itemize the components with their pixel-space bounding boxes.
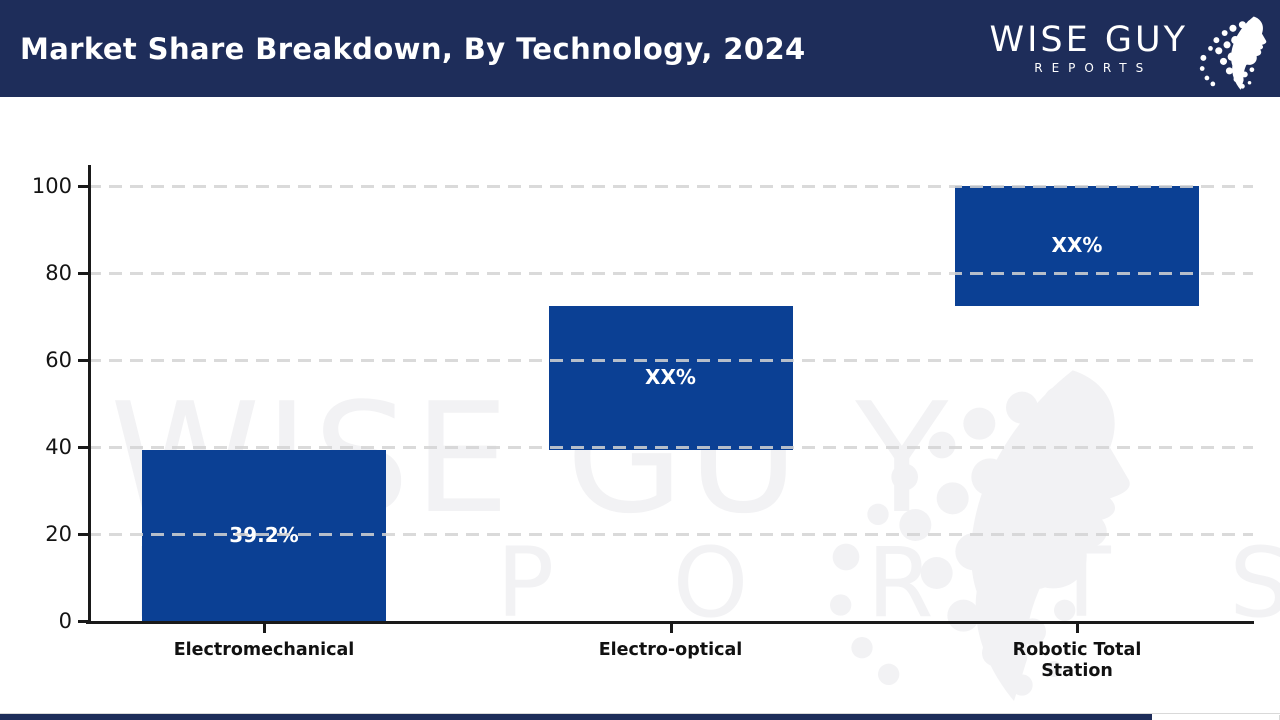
y-axis-line [88, 165, 91, 623]
bar-value-label: XX% [1051, 233, 1103, 258]
wiseguy-face-icon [1199, 15, 1267, 90]
y-tick-label: 0 [58, 609, 72, 633]
x-tick-label: Electromechanical [173, 640, 355, 660]
x-axis-line [86, 621, 1254, 624]
y-gridline [88, 446, 1253, 449]
logo-text: WISE GUY REPORTS [989, 22, 1188, 75]
x-tick-label: Robotic Total Station [1012, 640, 1142, 681]
bar-segment: XX% [955, 186, 1199, 307]
logo-wiseguy-label: WISE GUY [989, 20, 1188, 61]
y-tick-mark [78, 359, 88, 362]
y-tick-label: 40 [45, 435, 72, 459]
chart-title: Market Share Breakdown, By Technology, 2… [20, 31, 806, 66]
y-gridline [88, 533, 1253, 536]
header-banner: Market Share Breakdown, By Technology, 2… [0, 0, 1280, 97]
logo-reports-label: REPORTS [1034, 60, 1153, 75]
wiseguy-logo: WISE GUY REPORTS [989, 7, 1280, 91]
x-tick-label: Electro-optical [598, 640, 743, 660]
y-gridline [88, 185, 1253, 188]
bar-value-label: XX% [645, 365, 696, 390]
chart-plot-area: WISE GU Y R E P O R T S 0 20 40 60 80 100 Elec… [0, 97, 1280, 715]
bar-segment: XX% [548, 306, 793, 451]
y-tick-label: 100 [31, 174, 72, 198]
y-tick-label: 60 [45, 348, 72, 372]
footer-accent-bar [0, 714, 1152, 720]
y-tick-mark [78, 533, 88, 536]
y-tick-mark [78, 446, 88, 449]
x-tick-mark [263, 624, 266, 633]
y-tick-mark [78, 185, 88, 188]
y-tick-label: 20 [45, 522, 72, 546]
y-tick-mark [78, 272, 88, 275]
x-tick-mark [1076, 624, 1079, 633]
page-bottom-border [0, 713, 1280, 714]
y-gridline [88, 272, 1253, 275]
y-gridline [88, 359, 1253, 362]
x-tick-mark [669, 624, 673, 633]
y-tick-label: 80 [45, 261, 72, 285]
y-tick-mark [78, 620, 88, 623]
